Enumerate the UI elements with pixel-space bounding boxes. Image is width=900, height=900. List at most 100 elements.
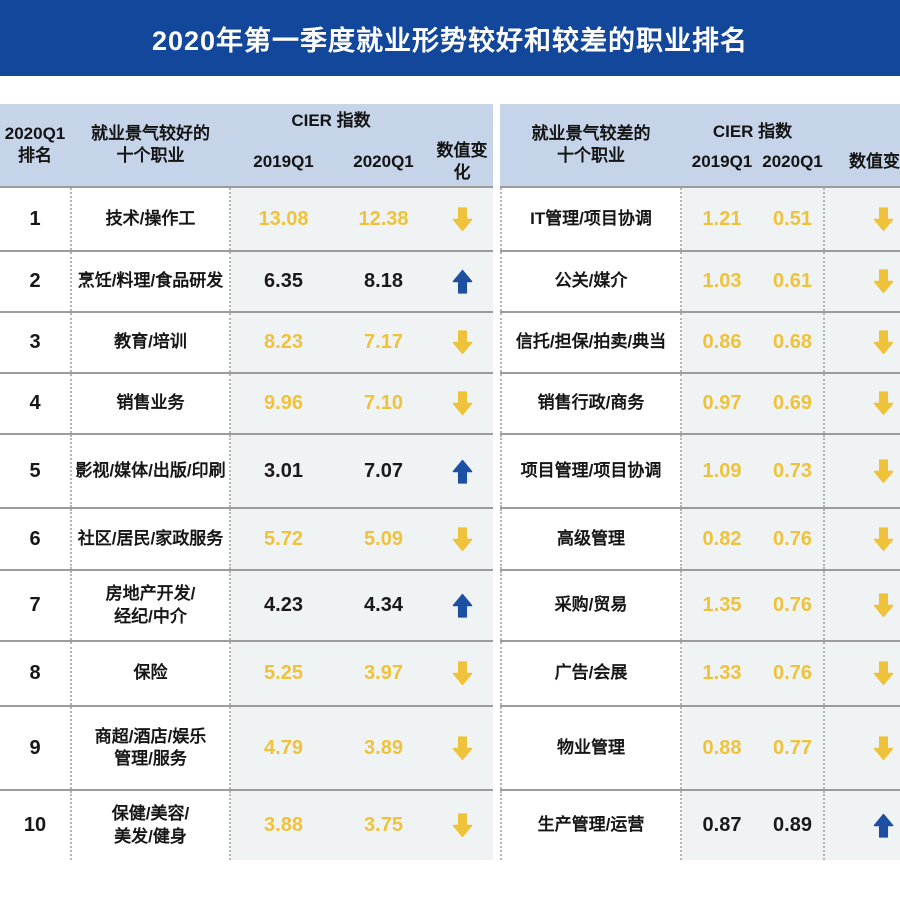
table-row: 5 影视/媒体/出版/印刷 3.01 7.07 [0,433,493,507]
table-header-left: 2020Q1 排名 就业景气较好的 十个职业 CIER 指数 2019Q1 20… [0,104,493,186]
profession-cell: 商超/酒店/娱乐 管理/服务 [70,707,231,789]
value-2019q1: 6.35 [231,252,336,311]
rank-cell: 9 [29,736,41,759]
down-arrow-icon [452,206,472,231]
table-row: 广告/会展 1.33 0.76 [500,640,900,705]
section-good-professions: 2020Q1 排名 就业景气较好的 十个职业 CIER 指数 2019Q1 20… [0,104,493,860]
value-2019q1: 5.25 [231,642,336,705]
table-row: 信托/担保/拍卖/典当 0.86 0.68 [500,311,900,372]
table-row: IT管理/项目协调 1.21 0.51 [500,186,900,250]
value-2020q1: 12.38 [336,188,431,250]
value-2020q1: 0.76 [762,571,823,640]
down-arrow-icon [452,330,472,355]
table-row: 物业管理 0.88 0.77 [500,705,900,789]
profession-cell: 高级管理 [500,509,682,569]
down-arrow-icon [873,735,894,760]
value-2019q1: 8.23 [231,313,336,372]
value-2019q1: 0.87 [682,791,762,860]
value-2019q1: 13.08 [231,188,336,250]
change-cell [431,188,493,250]
profession-cell: 销售行政/商务 [500,374,682,433]
value-2019q1: 4.23 [231,571,336,640]
table-row: 项目管理/项目协调 1.09 0.73 [500,433,900,507]
value-2020q1: 0.61 [762,252,823,311]
value-2020q1: 3.97 [336,642,431,705]
profession-cell: 生产管理/运营 [500,791,682,860]
up-arrow-icon [873,813,894,838]
profession-cell: 广告/会展 [500,642,682,705]
rank-cell: 8 [29,662,41,684]
value-2020q1: 0.77 [762,707,823,789]
change-cell [823,642,900,705]
value-2019q1: 1.03 [682,252,762,311]
table-row: 6 社区/居民/家政服务 5.72 5.09 [0,507,493,569]
table-row: 3 教育/培训 8.23 7.17 [0,311,493,372]
value-2020q1: 0.69 [762,374,823,433]
col-2019q1-left: 2019Q1 [253,151,314,171]
change-cell [823,571,900,640]
profession-cell: 影视/媒体/出版/印刷 [70,435,231,507]
profession-cell: 房地产开发/ 经纪/中介 [70,571,231,640]
section-bad-professions: 就业景气较差的 十个职业 CIER 指数 2019Q1 2020Q1 数值变化 … [500,104,900,860]
cier-index-label-left: CIER 指数 [291,110,371,130]
table-header-right: 就业景气较差的 十个职业 CIER 指数 2019Q1 2020Q1 数值变化 [500,104,900,186]
profession-cell: 信托/担保/拍卖/典当 [500,313,682,372]
col-2020q1-right: 2020Q1 [762,151,823,171]
profession-cell: 项目管理/项目协调 [500,435,682,507]
bad-professions-header: 就业景气较差的 十个职业 [531,123,651,165]
down-arrow-icon [452,661,472,686]
table-row: 2 烹饪/料理/食品研发 6.35 8.18 [0,250,493,311]
table-row: 高级管理 0.82 0.76 [500,507,900,569]
value-2019q1: 1.21 [682,188,762,250]
value-2020q1: 4.34 [336,571,431,640]
col-change-left: 数值变化 [436,140,488,182]
profession-cell: 技术/操作工 [70,188,231,250]
change-cell [431,374,493,433]
value-2020q1: 3.75 [336,791,431,860]
col-2020q1-left: 2020Q1 [353,151,414,171]
rank-cell: 6 [29,527,41,550]
good-professions-header: 就业景气较好的 十个职业 [91,123,210,165]
down-arrow-icon [873,269,894,294]
value-2020q1: 0.68 [762,313,823,372]
value-2020q1: 7.17 [336,313,431,372]
table-row: 10 保健/美容/ 美发/健身 3.88 3.75 [0,789,493,860]
change-cell [431,509,493,569]
profession-cell: 销售业务 [70,374,231,433]
change-cell [431,571,493,640]
table-row: 公关/媒介 1.03 0.61 [500,250,900,311]
change-cell [431,707,493,789]
rows-good-professions: 1 技术/操作工 13.08 12.38 2 烹饪/料理/食品研发 6.35 8.18 3 教育/… [0,186,493,860]
table-row: 采购/贸易 1.35 0.76 [500,569,900,640]
value-2019q1: 3.01 [231,435,336,507]
profession-cell: 公关/媒介 [500,252,682,311]
value-2019q1: 5.72 [231,509,336,569]
value-2019q1: 4.79 [231,707,336,789]
rows-bad-professions: IT管理/项目协调 1.21 0.51 公关/媒介 1.03 0.61 信托/担保/拍卖/典… [500,186,900,860]
down-arrow-icon [873,593,894,618]
down-arrow-icon [452,735,472,760]
change-cell [431,313,493,372]
profession-cell: 保险 [70,642,231,705]
col-change-right: 数值变化 [849,151,900,171]
value-2020q1: 5.09 [336,509,431,569]
change-cell [823,509,900,569]
rank-cell: 7 [29,594,41,616]
up-arrow-icon [452,593,472,618]
down-arrow-icon [452,391,472,416]
value-2019q1: 9.96 [231,374,336,433]
profession-cell: 物业管理 [500,707,682,789]
change-cell [823,374,900,433]
profession-cell: 保健/美容/ 美发/健身 [70,791,231,860]
change-cell [431,791,493,860]
down-arrow-icon [873,391,894,416]
value-2020q1: 0.89 [762,791,823,860]
cier-index-header-group-right: CIER 指数 2019Q1 2020Q1 数值变化 [682,104,900,186]
value-2019q1: 0.86 [682,313,762,372]
value-2019q1: 0.82 [682,509,762,569]
table-row: 8 保险 5.25 3.97 [0,640,493,705]
rank-column-header: 2020Q1 排名 [4,123,66,165]
change-cell [431,252,493,311]
down-arrow-icon [873,661,894,686]
value-2019q1: 3.88 [231,791,336,860]
